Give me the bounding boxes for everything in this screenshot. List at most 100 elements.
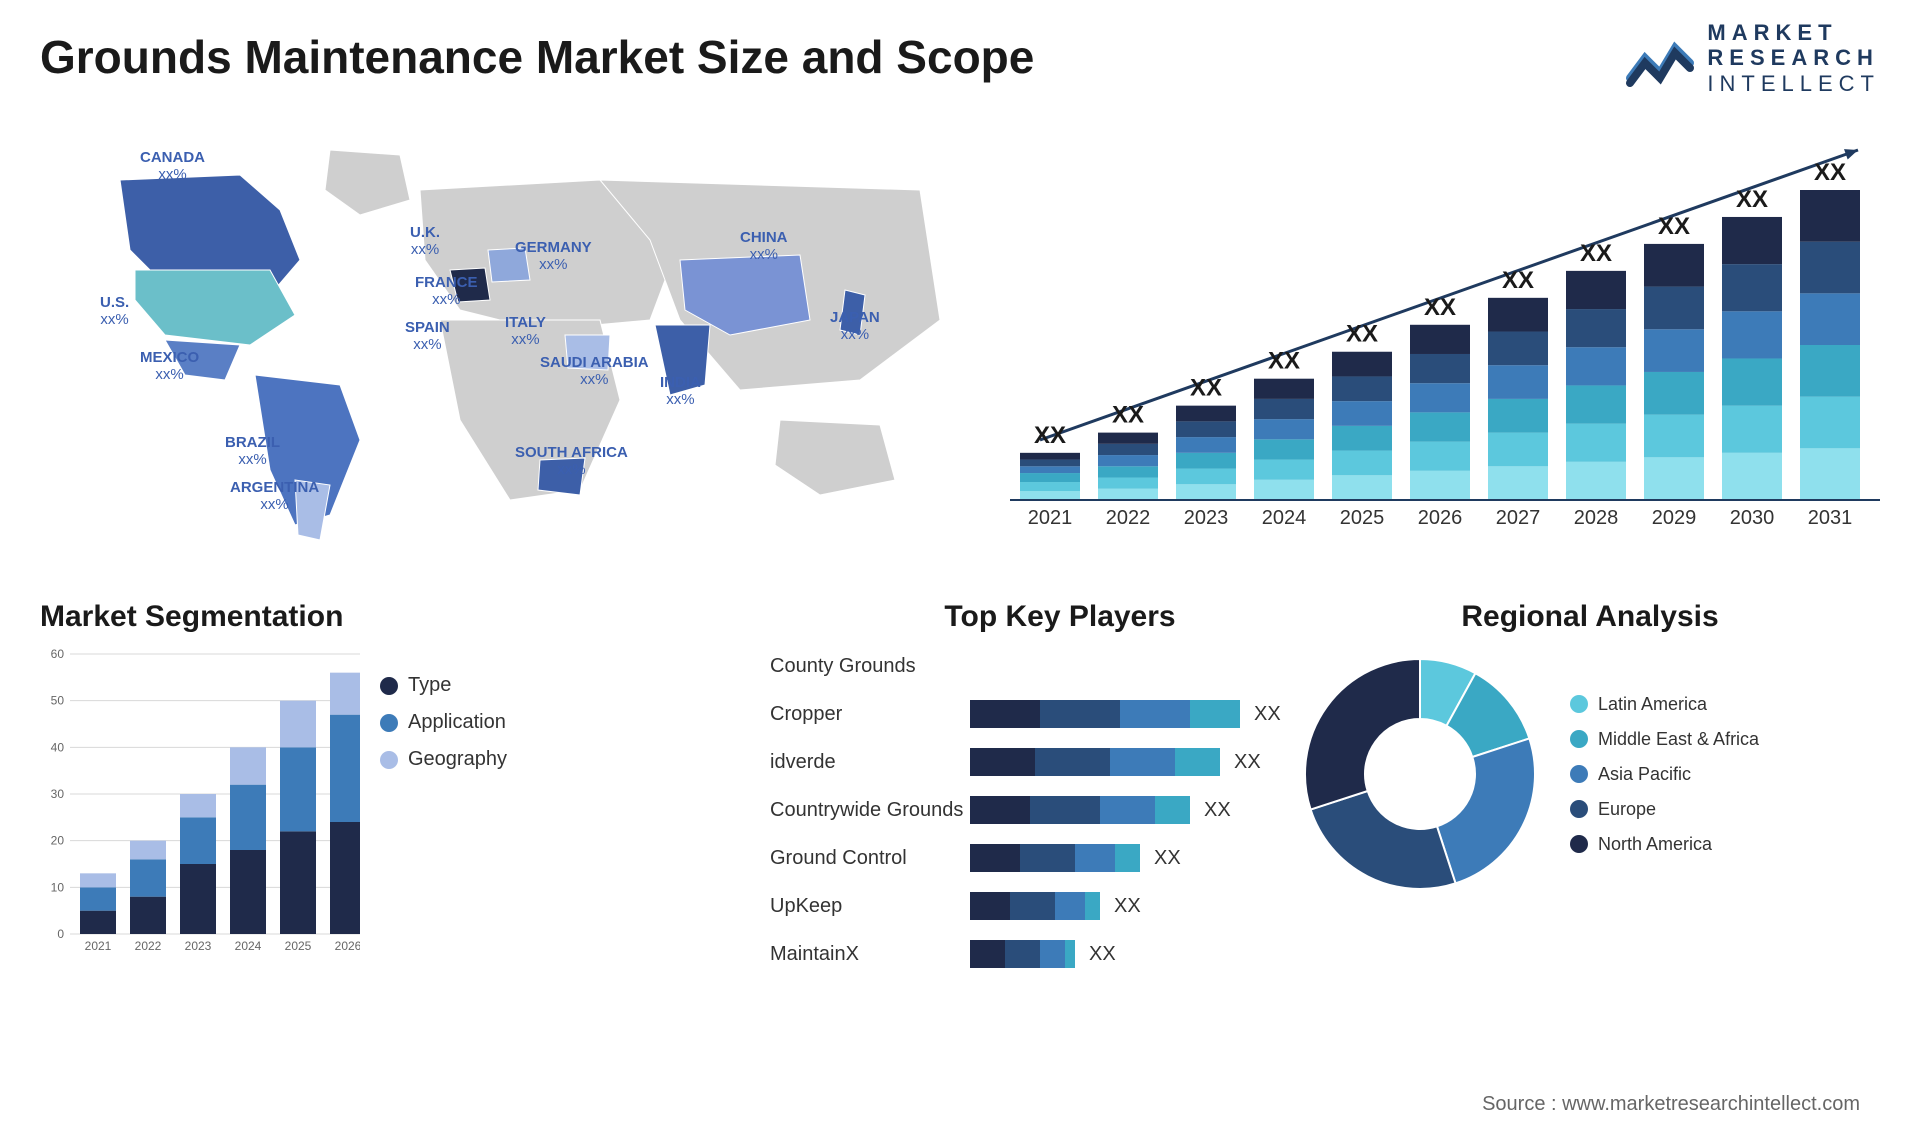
year-label: 2024: [1262, 507, 1307, 529]
main-bar-seg: [1722, 311, 1782, 358]
seg-bar-seg: [180, 817, 216, 864]
kp-label: MaintainX: [770, 943, 970, 966]
map-label-china: CHINAxx%: [740, 230, 788, 263]
kp-bar-seg: [1120, 700, 1190, 728]
kp-row: Ground ControlXX: [770, 834, 1350, 882]
brand-logo: MARKET RESEARCH INTELLECT: [1625, 20, 1880, 96]
main-bar-seg: [1020, 466, 1080, 473]
main-bar-seg: [1176, 437, 1236, 453]
kp-label: County Grounds: [770, 655, 970, 678]
main-bar-seg: [1020, 491, 1080, 500]
kp-value: XX: [1234, 751, 1261, 774]
main-bar-seg: [1488, 298, 1548, 332]
main-bar-seg: [1332, 376, 1392, 401]
legend-label: North America: [1598, 834, 1712, 855]
bar-xx-label: XX: [1424, 294, 1456, 321]
main-bar-seg: [1098, 489, 1158, 500]
kp-label: idverde: [770, 751, 970, 774]
main-bar-seg: [1254, 480, 1314, 500]
map-shape-aus: [775, 420, 895, 495]
map-label-canada: CANADAxx%: [140, 150, 205, 183]
kp-bar-seg: [1085, 892, 1100, 920]
kp-bar-seg: [970, 796, 1030, 824]
kp-bar-seg: [1110, 748, 1175, 776]
kp-bar: [970, 700, 1240, 728]
main-bar-seg: [1566, 385, 1626, 423]
seg-bar-seg: [330, 715, 360, 822]
main-bar-seg: [1566, 309, 1626, 347]
seg-ytick: 50: [51, 694, 65, 708]
main-bar-seg: [1800, 242, 1860, 294]
main-bar-seg: [1332, 352, 1392, 377]
seg-ytick: 40: [51, 740, 65, 754]
main-bar-seg: [1254, 419, 1314, 439]
main-bar-seg: [1254, 379, 1314, 399]
kp-bar-seg: [1065, 940, 1075, 968]
bar-xx-label: XX: [1190, 375, 1222, 402]
seg-ytick: 20: [51, 834, 65, 848]
logo-mark-icon: [1625, 28, 1695, 88]
year-label: 2026: [1418, 507, 1463, 529]
bar-xx-label: XX: [1814, 159, 1846, 186]
trend-arrowhead: [1844, 149, 1858, 159]
legend-label: Europe: [1598, 799, 1656, 820]
main-bar-seg: [1488, 466, 1548, 500]
kp-bar-seg: [1175, 748, 1220, 776]
kp-bar-seg: [970, 748, 1035, 776]
main-bar-seg: [1566, 271, 1626, 309]
seg-year-label: 2025: [285, 939, 312, 953]
seg-year-label: 2023: [185, 939, 212, 953]
kp-value: XX: [1254, 703, 1281, 726]
map-label-south-africa: SOUTH AFRICAxx%: [515, 445, 628, 478]
main-bar-seg: [1488, 332, 1548, 366]
main-bar-seg: [1254, 460, 1314, 480]
kp-value: XX: [1154, 847, 1181, 870]
seg-year-label: 2024: [235, 939, 262, 953]
map-label-mexico: MEXICOxx%: [140, 350, 199, 383]
main-bar-seg: [1722, 358, 1782, 405]
seg-bar-seg: [230, 850, 266, 934]
map-label-japan: JAPANxx%: [830, 310, 880, 343]
main-bar-seg: [1722, 264, 1782, 311]
regional-legend: Latin AmericaMiddle East & AfricaAsia Pa…: [1570, 680, 1759, 869]
bar-xx-label: XX: [1346, 321, 1378, 348]
main-bar-seg: [1800, 293, 1860, 345]
kp-bar: [970, 892, 1100, 920]
donut-slice: [1437, 738, 1535, 883]
bar-xx-label: XX: [1034, 422, 1066, 449]
main-bar-seg: [1176, 484, 1236, 500]
main-bar-seg: [1176, 469, 1236, 485]
bar-xx-label: XX: [1502, 267, 1534, 294]
seg-bar-seg: [330, 822, 360, 934]
legend-dot-icon: [1570, 765, 1588, 783]
regional-legend-item: Asia Pacific: [1570, 764, 1759, 785]
year-label: 2021: [1028, 507, 1073, 529]
kp-row: MaintainXXX: [770, 930, 1350, 978]
segmentation-section: Market Segmentation 01020304050602021202…: [40, 600, 600, 969]
main-bar-seg: [1020, 453, 1080, 460]
main-bar-seg: [1098, 455, 1158, 466]
kp-label: Cropper: [770, 703, 970, 726]
seg-year-label: 2026: [335, 939, 360, 953]
seg-bar-seg: [130, 859, 166, 896]
map-label-u.k.: U.K.xx%: [410, 225, 440, 258]
main-bar-seg: [1566, 347, 1626, 385]
regional-legend-item: North America: [1570, 834, 1759, 855]
main-bar-seg: [1644, 457, 1704, 500]
main-bar-seg: [1488, 399, 1548, 433]
map-label-brazil: BRAZILxx%: [225, 435, 280, 468]
page-title: Grounds Maintenance Market Size and Scop…: [40, 30, 1034, 84]
main-bar-seg: [1020, 482, 1080, 491]
main-bar-seg: [1800, 448, 1860, 500]
legend-label: Latin America: [1598, 694, 1707, 715]
legend-dot-icon: [380, 751, 398, 769]
kp-row: Countrywide GroundsXX: [770, 786, 1350, 834]
world-map: CANADAxx%U.S.xx%MEXICOxx%BRAZILxx%ARGENT…: [40, 120, 960, 540]
seg-bar-seg: [80, 911, 116, 934]
kp-bar-seg: [1005, 940, 1040, 968]
source-text: Source : www.marketresearchintellect.com: [1482, 1093, 1860, 1116]
main-bar-chart-svg: XX2021XX2022XX2023XX2024XX2025XX2026XX20…: [1010, 120, 1880, 540]
year-label: 2030: [1730, 507, 1775, 529]
year-label: 2025: [1340, 507, 1385, 529]
world-map-svg: [40, 120, 960, 540]
